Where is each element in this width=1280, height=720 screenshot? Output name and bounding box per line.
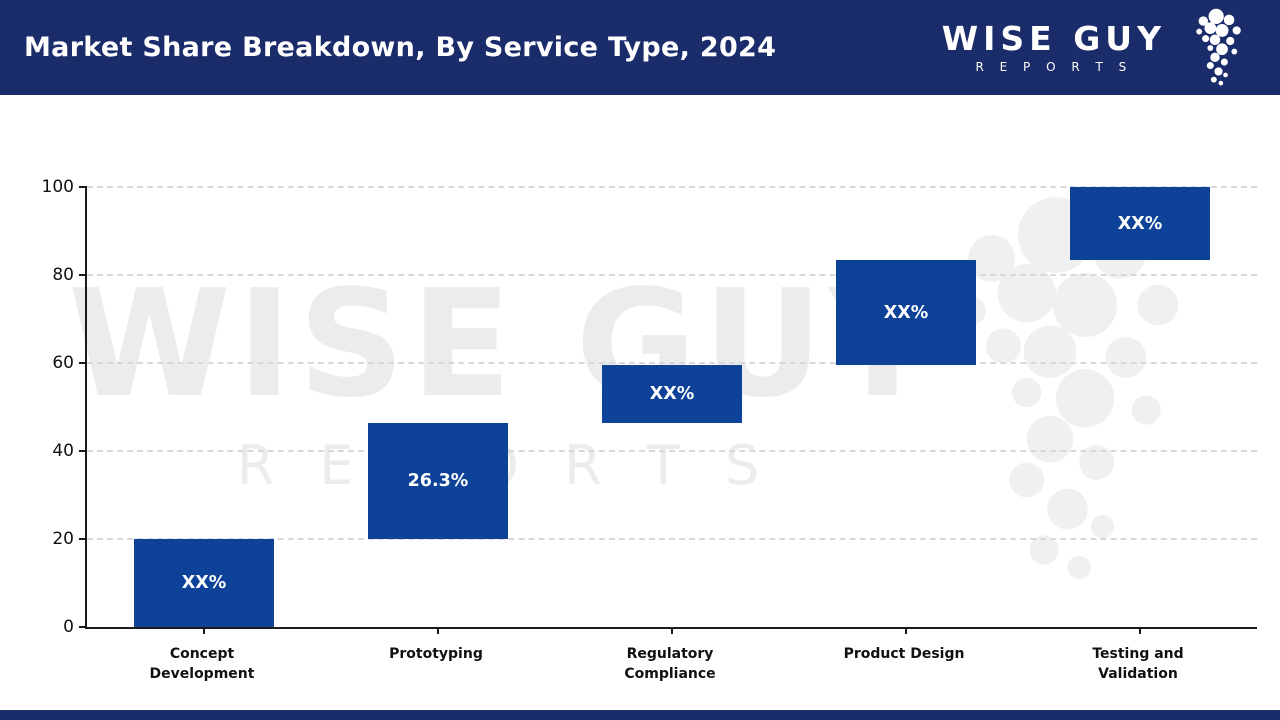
brand-logo: WISE GUY R E P O R T S bbox=[942, 7, 1256, 89]
y-tick bbox=[79, 538, 87, 540]
footer-bar bbox=[0, 710, 1280, 720]
bar-value-label: XX% bbox=[181, 573, 227, 593]
waterfall-bar: XX% bbox=[601, 365, 743, 424]
x-tick bbox=[905, 627, 907, 634]
y-tick-label: 40 bbox=[52, 441, 74, 461]
x-category-label: Product Design bbox=[843, 646, 965, 662]
waterfall-bar: XX% bbox=[835, 260, 977, 366]
y-tick-label: 100 bbox=[41, 177, 74, 197]
grid-line bbox=[87, 186, 1257, 188]
bar-value-label: XX% bbox=[1117, 213, 1163, 234]
x-tick bbox=[203, 627, 205, 634]
waterfall-bar: XX% bbox=[1069, 187, 1211, 261]
brand-text: WISE GUY R E P O R T S bbox=[942, 22, 1166, 74]
grid-line bbox=[87, 362, 1257, 364]
y-tick bbox=[79, 362, 87, 364]
plot-area: XX% 26.3% XX% XX% XX% bbox=[79, 186, 1257, 634]
y-tick bbox=[79, 186, 87, 188]
brand-subtitle: R E P O R T S bbox=[975, 59, 1133, 74]
y-tick bbox=[79, 274, 87, 276]
x-tick bbox=[671, 627, 673, 634]
y-tick bbox=[79, 450, 87, 452]
page-title: Market Share Breakdown, By Service Type,… bbox=[24, 32, 777, 63]
grid-line bbox=[87, 450, 1257, 452]
bar-value-label: XX% bbox=[649, 384, 695, 405]
brand-name: WISE GUY bbox=[941, 18, 1166, 58]
y-axis-labels: 0 20 40 60 80 100 bbox=[14, 177, 74, 637]
x-tick bbox=[1139, 627, 1141, 634]
bar-value-label: 26.3% bbox=[407, 471, 469, 492]
watermark-name: WISE GUY bbox=[67, 258, 943, 430]
y-tick bbox=[79, 626, 87, 628]
y-tick-label: 0 bbox=[63, 617, 74, 637]
y-tick-label: 60 bbox=[52, 353, 74, 373]
grid-line bbox=[87, 538, 1257, 540]
bar-value-label: XX% bbox=[883, 302, 929, 323]
x-axis-labels: Concept Development Prototyping Regulatory… bbox=[85, 644, 1255, 706]
y-tick-label: 80 bbox=[52, 265, 74, 285]
x-tick bbox=[437, 627, 439, 634]
y-tick-label: 20 bbox=[52, 529, 74, 549]
x-category-label: Regulatory Compliance bbox=[624, 646, 716, 683]
x-category-label: Concept Development bbox=[149, 646, 255, 683]
waterfall-bar: 26.3% bbox=[367, 423, 509, 539]
brand-head-icon bbox=[1174, 7, 1256, 89]
grid-line bbox=[87, 274, 1257, 276]
header: Market Share Breakdown, By Service Type,… bbox=[0, 0, 1280, 95]
x-category-label: Prototyping bbox=[389, 646, 483, 662]
x-category-label: Testing and Validation bbox=[1092, 646, 1184, 683]
waterfall-bar: XX% bbox=[133, 539, 275, 627]
